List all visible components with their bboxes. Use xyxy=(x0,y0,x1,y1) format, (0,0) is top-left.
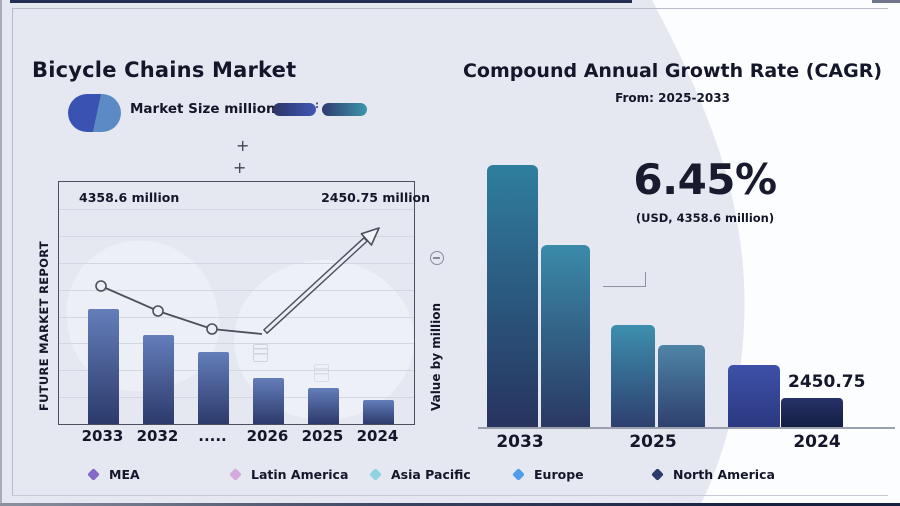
legend-label: Latin America xyxy=(251,467,349,482)
legend-item: Latin America xyxy=(229,467,349,482)
left-chart-panel: 4358.6 million 2450.75 million xyxy=(51,181,430,425)
left-chart-x-labels: 2033 2032..... 2026 2025 2024 xyxy=(58,427,413,447)
arrow-head-icon xyxy=(360,227,380,246)
edge-strip-left xyxy=(0,0,2,506)
legend-diamond-icon xyxy=(512,468,525,481)
left-chart-x-label: 2026 xyxy=(246,427,289,445)
frame-line-top xyxy=(12,8,888,9)
left-chart-bar xyxy=(363,400,394,424)
legend-diamond-icon xyxy=(87,468,100,481)
cagr-value: 6.45% xyxy=(633,155,777,204)
left-chart-bar xyxy=(308,388,339,424)
cagr-basis: (USD, 4358.6 million) xyxy=(635,211,775,225)
value-by-million-axis-label: Value by million xyxy=(429,302,443,412)
gridline xyxy=(59,317,414,318)
left-chart-x-label: 2024 xyxy=(356,427,399,445)
cagr-title: Compound Annual Growth Rate (CAGR) xyxy=(462,60,883,82)
right-chart-bar xyxy=(611,325,655,428)
market-size-cylinder-icon xyxy=(68,94,121,132)
right-chart-bar xyxy=(658,345,705,428)
document-watermark-icon xyxy=(314,364,329,382)
plus-icon: + xyxy=(233,158,247,177)
left-chart-bar xyxy=(88,309,119,424)
ratio-pill-left-icon xyxy=(273,103,316,116)
ratio-separator: : xyxy=(315,100,319,111)
legend-label: Europe xyxy=(534,467,584,482)
legend-label: MEA xyxy=(109,467,140,482)
left-chart-x-label: ..... xyxy=(198,427,227,445)
legend-diamond-icon xyxy=(229,468,242,481)
left-chart-bar xyxy=(143,335,174,424)
circle-minus-icon xyxy=(430,251,444,265)
right-chart-x-label: 2025 xyxy=(629,432,677,452)
edge-strip-bottom xyxy=(0,503,900,506)
right-chart-bar xyxy=(781,398,843,428)
trend-line-and-arrow xyxy=(95,227,380,335)
legend-item: North America xyxy=(651,467,775,482)
legend-item: MEA xyxy=(87,467,140,482)
gridline xyxy=(59,290,414,291)
market-size-label: Market Size million xyxy=(130,101,276,117)
right-chart-bar xyxy=(541,245,590,428)
left-chart-x-label: 2032 xyxy=(136,427,179,445)
left-chart-bar xyxy=(253,378,284,424)
chart-end-value-label: 2450.75 million xyxy=(321,190,430,205)
cagr-subtitle: From: 2025-2033 xyxy=(615,91,730,105)
right-chart-value-label: 2450.75 xyxy=(788,372,866,392)
right-chart-x-label: 2033 xyxy=(496,432,544,452)
chart-start-value-label: 4358.6 million xyxy=(79,190,180,205)
gridline xyxy=(59,397,414,398)
line-marker-icon xyxy=(95,280,107,292)
edge-strip-top xyxy=(10,0,632,3)
left-chart-x-label: 2025 xyxy=(301,427,344,445)
right-chart-bar xyxy=(728,365,780,428)
legend-diamond-icon xyxy=(369,468,382,481)
left-chart-x-label: 2033 xyxy=(81,427,124,445)
frame-line-bottom xyxy=(12,495,888,496)
legend-item: Europe xyxy=(512,467,584,482)
legend-label: North America xyxy=(673,467,775,482)
page-title: Bicycle Chains Market xyxy=(32,58,297,82)
legend-diamond-icon xyxy=(651,468,664,481)
document-watermark-icon xyxy=(253,344,268,362)
frame-line-left xyxy=(12,8,13,496)
gridline xyxy=(59,343,414,344)
legend-item: Asia Pacific xyxy=(369,467,471,482)
edge-strip-top-right xyxy=(872,0,900,3)
left-chart-bar xyxy=(198,352,229,424)
step-line-decoration xyxy=(603,272,646,287)
gridline xyxy=(59,209,414,210)
ratio-pill-right-icon xyxy=(322,103,367,116)
right-chart-x-label: 2024 xyxy=(793,432,841,452)
right-chart-baseline xyxy=(478,427,895,429)
gridline xyxy=(59,370,414,371)
legend-label: Asia Pacific xyxy=(391,467,471,482)
plus-icon: + xyxy=(236,136,250,155)
gridline xyxy=(59,263,414,264)
line-marker-icon xyxy=(152,305,164,317)
left-chart-y-axis-label: FUTURE MARKET REPORT xyxy=(37,241,51,412)
line-marker-icon xyxy=(206,323,218,335)
gridline xyxy=(59,236,414,237)
right-chart-bar xyxy=(487,165,538,428)
